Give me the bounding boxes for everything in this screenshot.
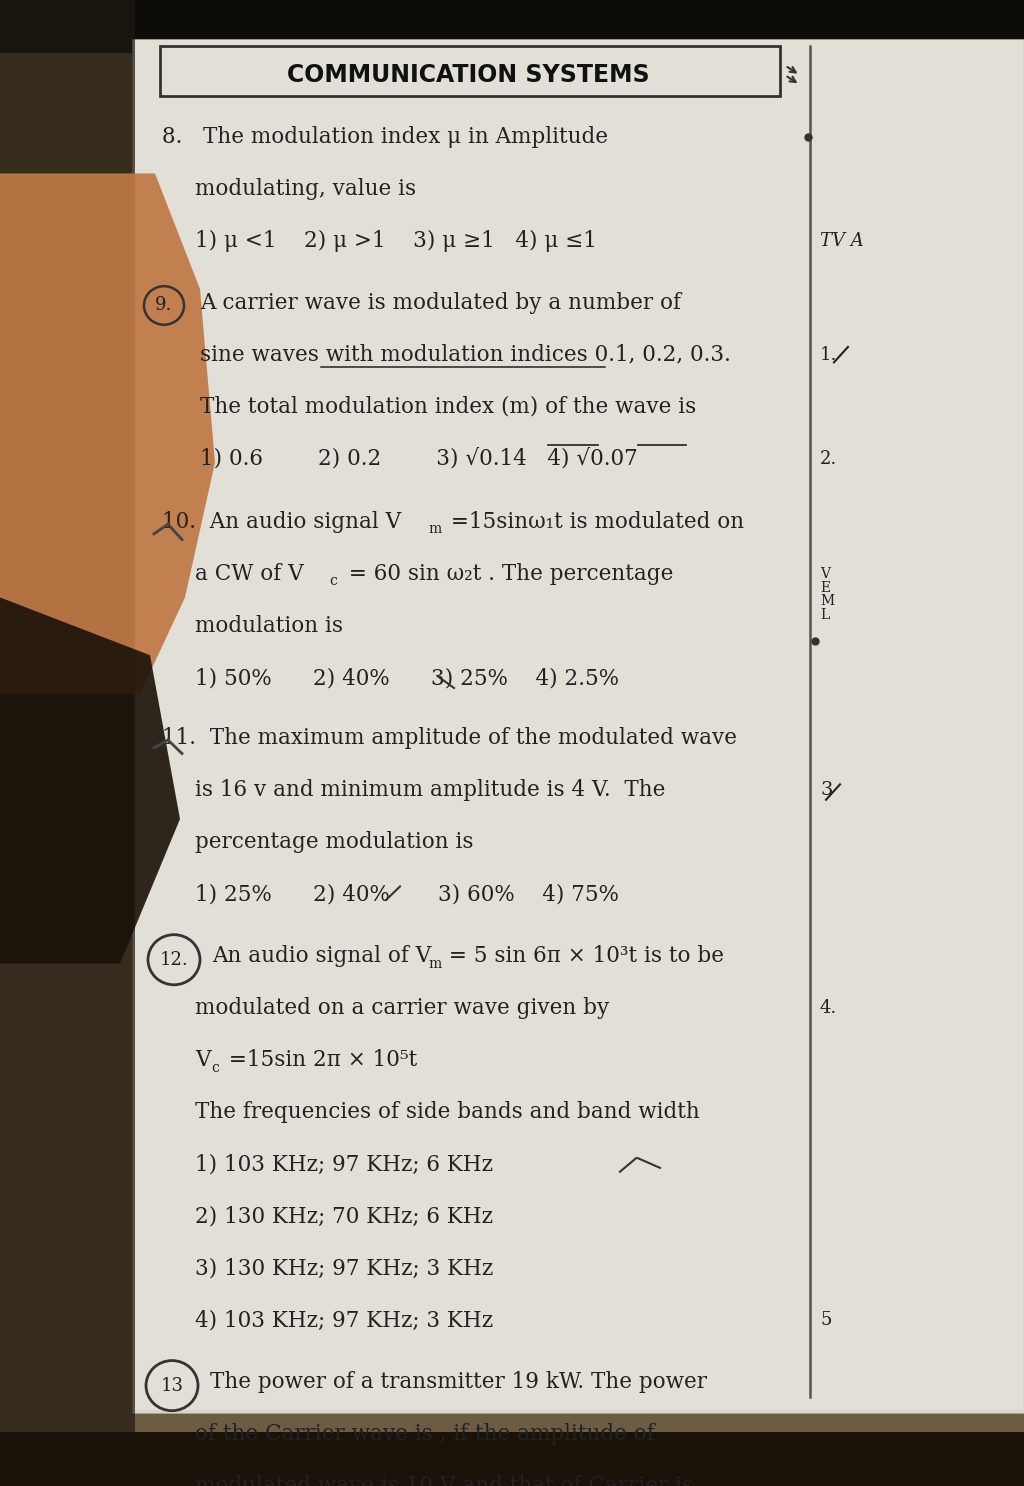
Text: c: c bbox=[211, 1061, 219, 1074]
FancyBboxPatch shape bbox=[132, 39, 1024, 1413]
Text: 4.: 4. bbox=[820, 999, 838, 1016]
Text: = 60 sin ω₂t . The percentage: = 60 sin ω₂t . The percentage bbox=[342, 563, 674, 585]
Text: modulated on a carrier wave given by: modulated on a carrier wave given by bbox=[195, 997, 609, 1019]
Text: 3: 3 bbox=[820, 782, 833, 799]
Text: 9.: 9. bbox=[156, 296, 173, 315]
Polygon shape bbox=[0, 0, 135, 1433]
Text: modulated wave is 10 V and that of Carrier is: modulated wave is 10 V and that of Carri… bbox=[195, 1474, 693, 1486]
Text: 1.: 1. bbox=[820, 346, 838, 364]
Text: 8.   The modulation index μ in Amplitude: 8. The modulation index μ in Amplitude bbox=[162, 126, 608, 147]
FancyBboxPatch shape bbox=[135, 40, 1023, 1410]
Text: 1) μ <1    2) μ >1    3) μ ≥1   4) μ ≤1: 1) μ <1 2) μ >1 3) μ ≥1 4) μ ≤1 bbox=[195, 230, 597, 253]
Text: E: E bbox=[820, 581, 830, 594]
Text: 1) 0.6        2) 0.2        3) √0.14   4) √0.07: 1) 0.6 2) 0.2 3) √0.14 4) √0.07 bbox=[200, 447, 638, 470]
Polygon shape bbox=[0, 53, 1024, 1433]
Text: The power of a transmitter 19 kW. The power: The power of a transmitter 19 kW. The po… bbox=[210, 1370, 707, 1392]
Text: =15sin 2π × 10⁵t: =15sin 2π × 10⁵t bbox=[222, 1049, 417, 1071]
Text: The total modulation index (m) of the wave is: The total modulation index (m) of the wa… bbox=[200, 395, 696, 418]
FancyBboxPatch shape bbox=[160, 46, 780, 97]
Text: percentage modulation is: percentage modulation is bbox=[195, 831, 473, 853]
Polygon shape bbox=[0, 597, 180, 963]
Text: V: V bbox=[195, 1049, 211, 1071]
Text: = 5 sin 6π × 10³t is to be: = 5 sin 6π × 10³t is to be bbox=[442, 945, 724, 967]
Text: a CW of V: a CW of V bbox=[195, 563, 304, 585]
Text: L: L bbox=[820, 608, 829, 621]
Text: c: c bbox=[329, 574, 337, 588]
Text: 5: 5 bbox=[820, 1311, 831, 1328]
Text: TV A: TV A bbox=[820, 232, 864, 250]
Text: 12.: 12. bbox=[160, 951, 188, 969]
Text: modulating, value is: modulating, value is bbox=[195, 178, 416, 199]
Polygon shape bbox=[0, 174, 215, 694]
Polygon shape bbox=[0, 0, 1024, 53]
Text: =15sinω₁t is modulated on: =15sinω₁t is modulated on bbox=[444, 511, 744, 533]
Text: An audio signal of V: An audio signal of V bbox=[212, 945, 431, 967]
Text: 1) 50%      2) 40%      3) 25%    4) 2.5%: 1) 50% 2) 40% 3) 25% 4) 2.5% bbox=[195, 667, 620, 690]
Text: 2) 130 KHz; 70 KHz; 6 KHz: 2) 130 KHz; 70 KHz; 6 KHz bbox=[195, 1205, 493, 1227]
Text: modulation is: modulation is bbox=[195, 615, 343, 637]
Text: sine waves with modulation indices 0.1, 0.2, 0.3.: sine waves with modulation indices 0.1, … bbox=[200, 343, 731, 366]
Text: 4) 103 KHz; 97 KHz; 3 KHz: 4) 103 KHz; 97 KHz; 3 KHz bbox=[195, 1309, 494, 1331]
Text: 10.  An audio signal V: 10. An audio signal V bbox=[162, 511, 401, 533]
Text: 13: 13 bbox=[161, 1376, 183, 1395]
Text: 11.  The maximum amplitude of the modulated wave: 11. The maximum amplitude of the modulat… bbox=[162, 727, 737, 749]
Text: A carrier wave is modulated by a number of: A carrier wave is modulated by a number … bbox=[200, 291, 681, 314]
Text: m: m bbox=[428, 957, 441, 970]
Text: 1) 103 KHz; 97 KHz; 6 KHz: 1) 103 KHz; 97 KHz; 6 KHz bbox=[195, 1153, 493, 1175]
Text: COMMUNICATION SYSTEMS: COMMUNICATION SYSTEMS bbox=[287, 64, 649, 88]
Text: of the Carrier wave is , if the amplitude of: of the Carrier wave is , if the amplitud… bbox=[195, 1422, 654, 1444]
Text: M: M bbox=[820, 594, 835, 608]
Text: V: V bbox=[820, 568, 830, 581]
Text: is 16 v and minimum amplitude is 4 V.  The: is 16 v and minimum amplitude is 4 V. Th… bbox=[195, 779, 666, 801]
Text: The frequencies of side bands and band width: The frequencies of side bands and band w… bbox=[195, 1101, 699, 1123]
Text: 3) 130 KHz; 97 KHz; 3 KHz: 3) 130 KHz; 97 KHz; 3 KHz bbox=[195, 1257, 494, 1279]
Text: 1) 25%      2) 40%       3) 60%    4) 75%: 1) 25% 2) 40% 3) 60% 4) 75% bbox=[195, 883, 618, 905]
Text: 2.: 2. bbox=[820, 450, 838, 468]
Text: m: m bbox=[428, 522, 441, 536]
